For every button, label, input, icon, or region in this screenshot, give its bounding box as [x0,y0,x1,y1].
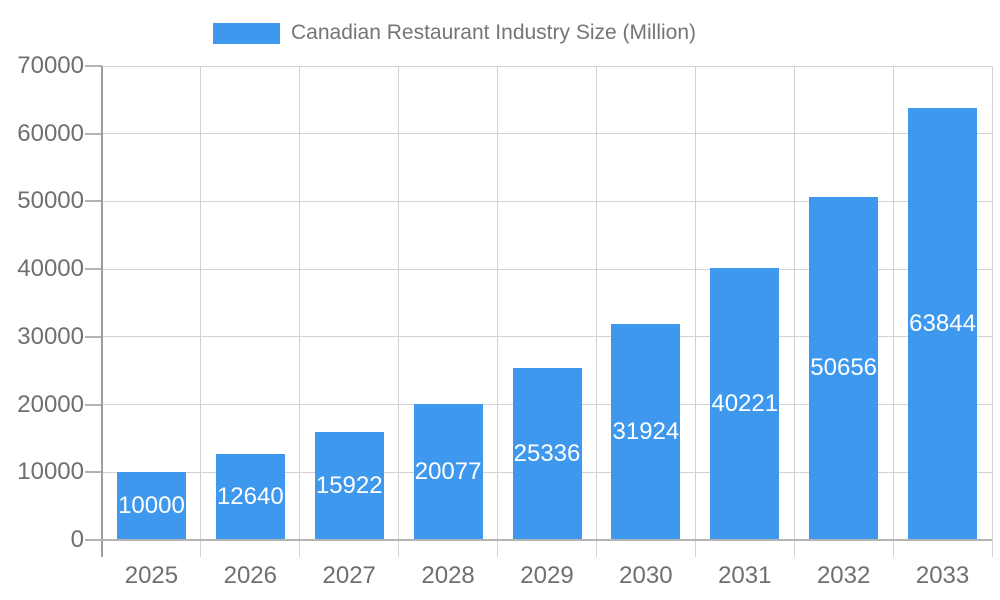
plot-area: 10000 12640 15922 20077 25336 31924 40221 50656… [85,65,993,557]
y-axis-tick-label: 0 [70,526,84,553]
gridline-horizontal [102,133,992,135]
y-axis-tick [85,65,102,67]
y-axis-tick-label: 60000 [17,119,84,147]
y-axis-tick-label: 70000 [17,52,84,79]
gridline-vertical [497,66,499,557]
bar-2032[interactable]: 50656 [809,196,879,540]
bar-value-label: 10000 [118,492,185,520]
x-axis-line [85,539,992,541]
gridline-vertical [892,66,894,557]
gridline-horizontal [102,268,992,270]
bar-value-label: 63844 [909,309,976,337]
x-axis-tick-label: 2030 [619,562,673,589]
y-axis-tick-label: 30000 [17,322,84,350]
bar-value-label: 31924 [612,417,680,445]
gridline-vertical [200,66,202,557]
gridline-horizontal [102,200,992,202]
bar-2025[interactable]: 10000 [116,472,186,540]
bar-value-label: 15922 [315,472,383,500]
gridline-horizontal [102,65,992,67]
y-axis-tick-label: 10000 [17,458,84,486]
bar-2026[interactable]: 12640 [215,454,285,540]
y-axis-tick-label: 20000 [17,390,84,418]
y-axis-tick [85,471,102,474]
bar-value-label: 50656 [810,354,878,382]
bar-value-label: 12640 [216,483,284,511]
bar-2028[interactable]: 20077 [413,404,483,540]
x-axis-tick-label: 2031 [718,562,772,589]
gridline-vertical [299,66,301,557]
bar-value-label: 40221 [711,389,779,417]
gridline-vertical [793,66,795,557]
gridline-vertical [991,66,993,557]
x-axis-tick-label: 2025 [124,562,179,589]
gridline-vertical [694,66,696,557]
gridline-vertical [595,66,597,557]
y-axis-line [101,66,103,557]
bar-2029[interactable]: 25336 [512,368,582,540]
x-axis-tick-label: 2033 [915,562,970,589]
bar-2027[interactable]: 15922 [314,432,384,540]
x-axis-tick-label: 2029 [520,562,574,589]
x-axis-tick-label: 2032 [816,562,871,589]
y-axis-tick-label: 40000 [17,255,84,283]
bar-value-label: 20077 [414,458,482,486]
gridline-vertical [398,66,400,557]
y-axis-tick [85,132,102,135]
legend-label: Canadian Restaurant Industry Size (Milli… [291,21,697,44]
y-axis-tick [85,200,102,203]
x-axis-tick-label: 2026 [223,562,277,589]
bar-2033[interactable]: 63844 [908,107,978,540]
x-axis-tick-label: 2027 [322,562,376,589]
bar-2030[interactable]: 31924 [611,323,681,540]
gridline-horizontal [102,336,992,338]
y-axis-tick [85,403,102,406]
y-axis-tick [85,268,102,271]
legend-swatch-icon [213,22,280,44]
bar-2031[interactable]: 40221 [710,267,780,540]
y-axis-tick-label: 50000 [17,187,84,215]
chart-legend: Canadian Restaurant Industry Size (Milli… [213,21,696,45]
y-axis-tick [85,335,102,338]
bar-value-label: 25336 [513,440,581,468]
x-axis-tick-label: 2028 [421,562,475,589]
